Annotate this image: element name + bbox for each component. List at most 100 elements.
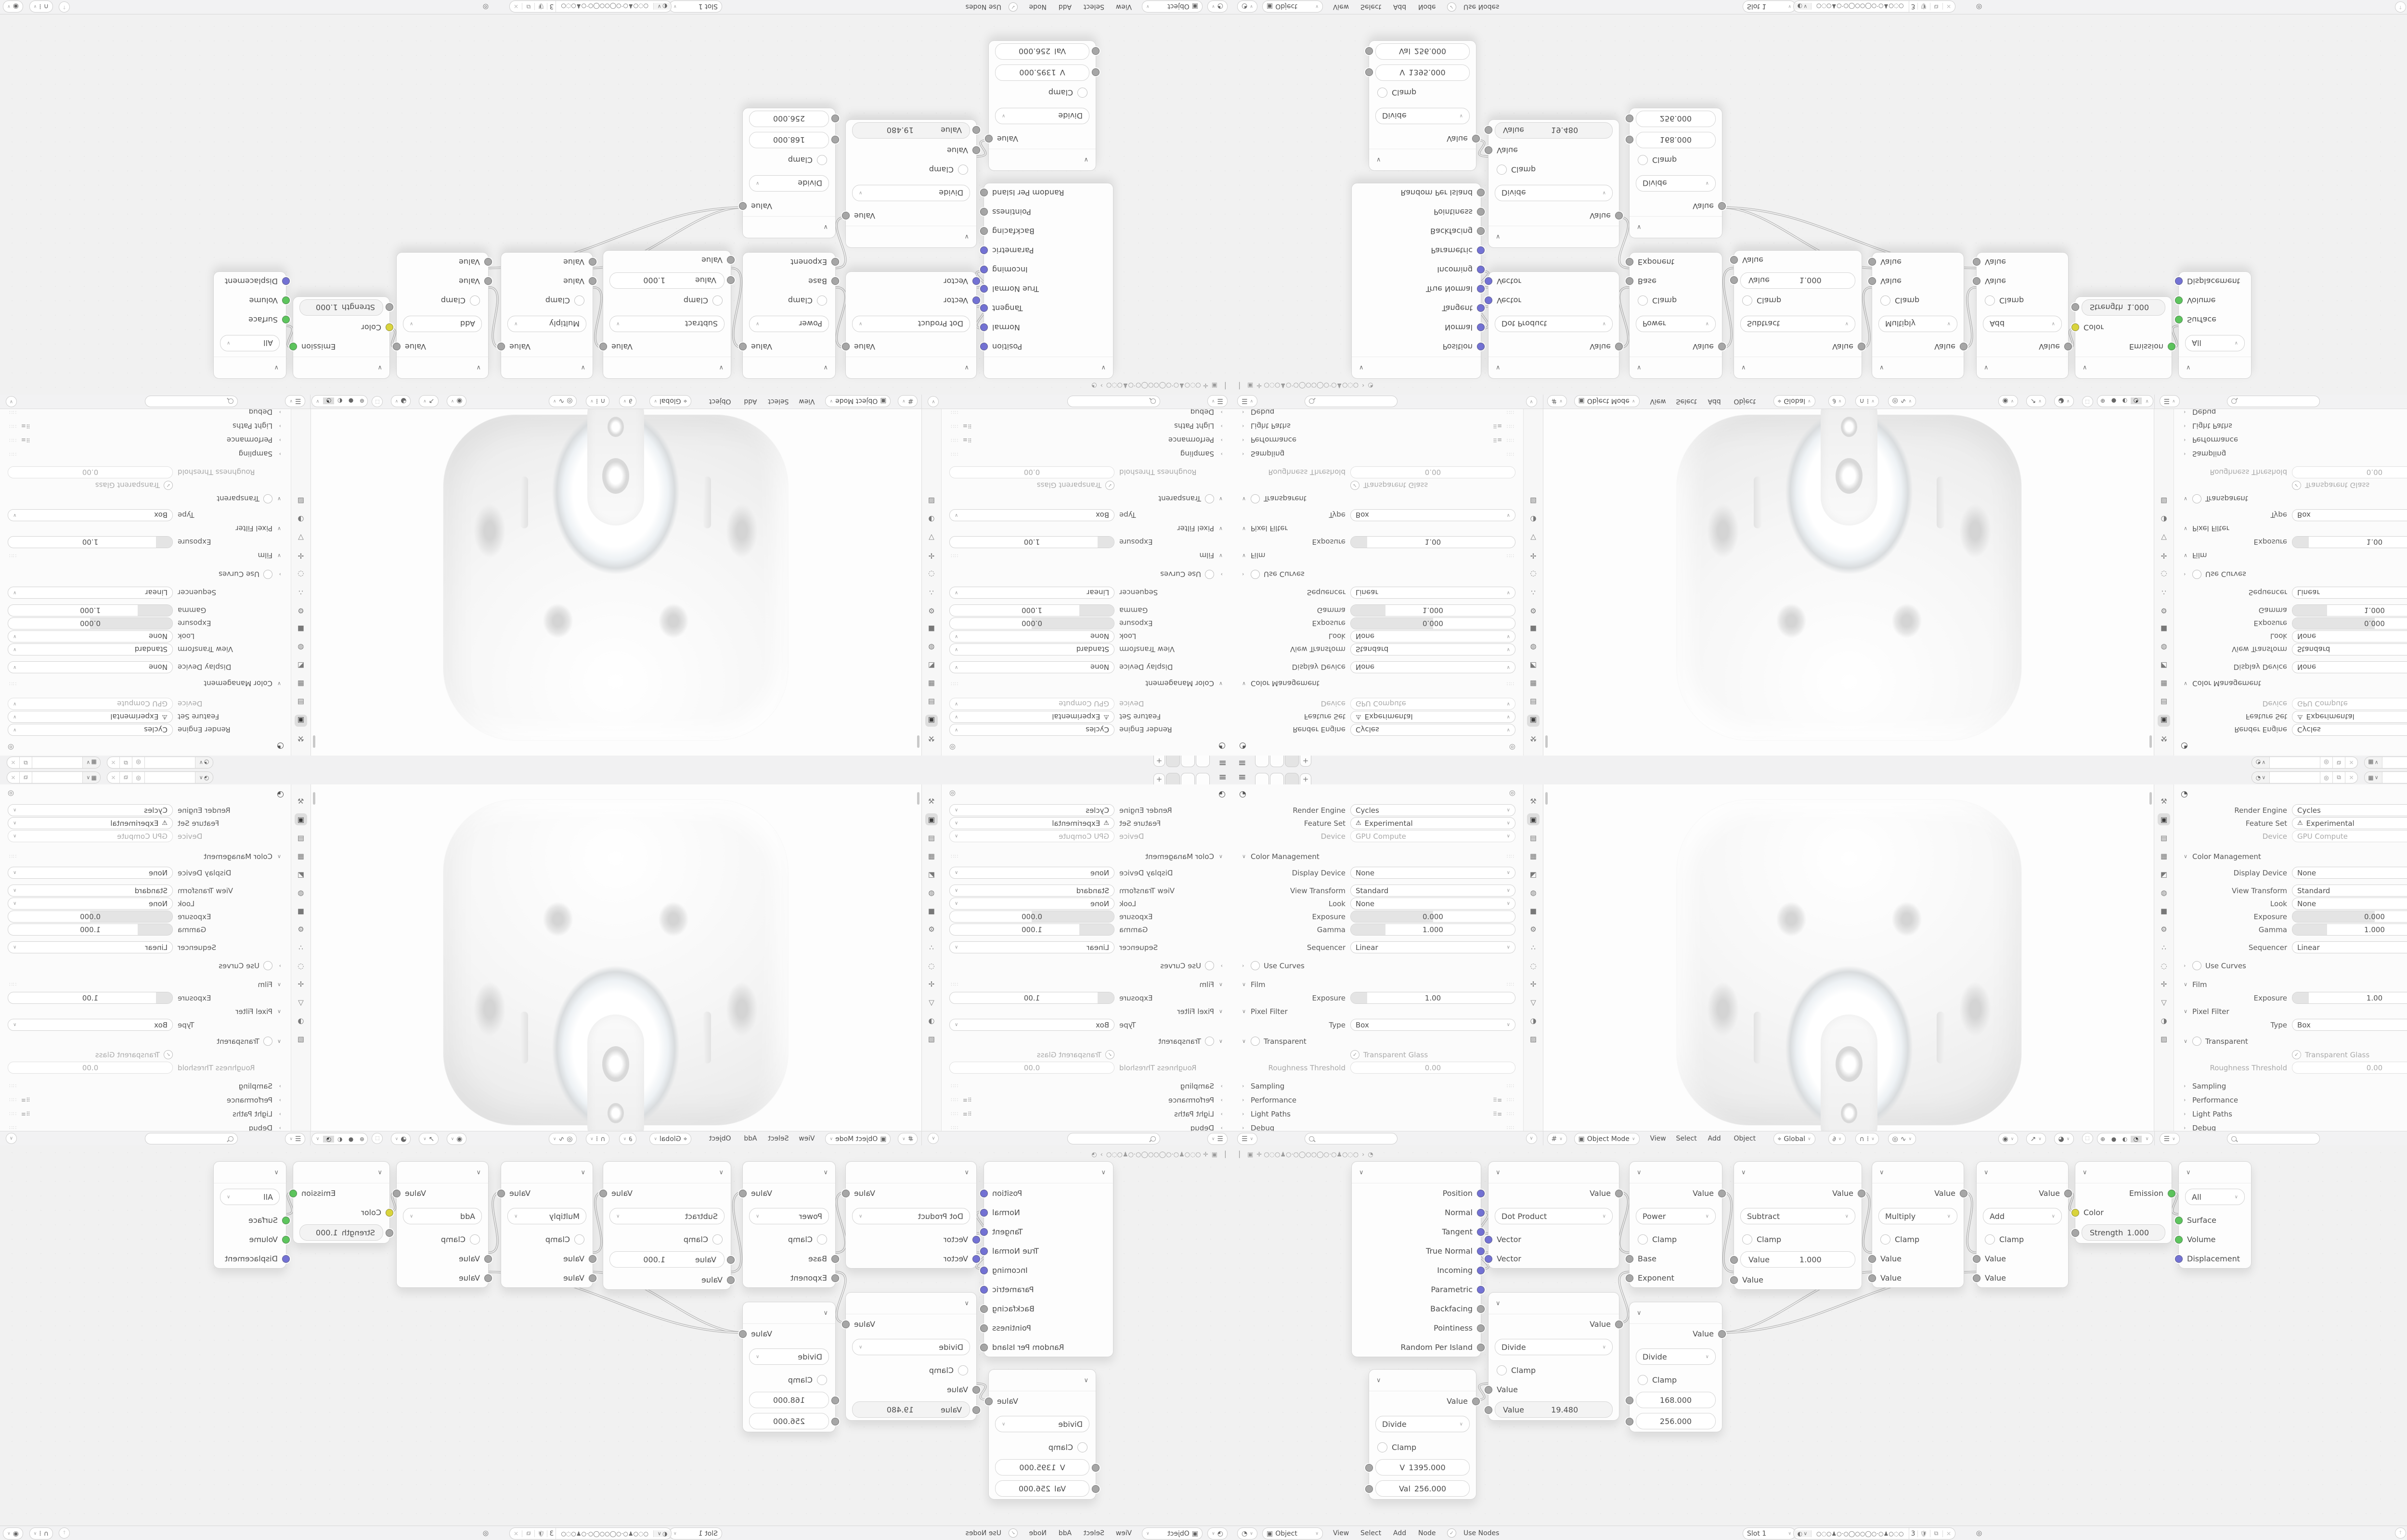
tab-texture[interactable]: ▨ [2160, 497, 2168, 506]
gamma-slider[interactable]: 1.000 [1350, 924, 1515, 936]
section-color-management[interactable]: ∨Color Management∷∷ [1242, 679, 1514, 688]
section-sampling[interactable]: ›Sampling∷∷ [1242, 1081, 1514, 1091]
transform-orientation-select[interactable]: ⌖ Global ∨ [1773, 395, 1815, 407]
tab-scene[interactable]: ◩ [1529, 661, 1537, 670]
scene-name-field[interactable] [2270, 757, 2320, 768]
socket-surface[interactable] [2175, 1217, 2183, 1224]
tab-view-layer[interactable]: ▦ [2160, 680, 2168, 689]
shading-material[interactable]: ◐ [2122, 398, 2128, 405]
operation-select[interactable]: Divide ∨ [1636, 175, 1716, 192]
close-icon[interactable]: ✕ [107, 772, 120, 783]
node-math-divide[interactable]: ∨ Value Divide ∨ Clamp 168.000 256.000 [1626, 1302, 1726, 1432]
roughness-threshold-field[interactable]: 0.00 [1350, 466, 1515, 478]
socket-value-out[interactable] [2064, 1190, 2072, 1197]
clamp-checkbox[interactable] [1377, 88, 1387, 98]
socket-value-in[interactable] [484, 258, 492, 266]
tab-modifiers[interactable]: ⚙ [2161, 924, 2167, 934]
editor-type-button[interactable]: ☰ ∨ [1237, 395, 1258, 407]
preset-list-icon[interactable]: ⠿≡ [963, 1096, 972, 1104]
editor-type-button[interactable]: # ∨ [1547, 1133, 1567, 1145]
view-layer-selector[interactable]: ▦∨ ⧉ ✕ [7, 757, 101, 769]
render-engine-select[interactable]: Cycles∨ [8, 724, 173, 736]
transparent-glass-checkbox[interactable]: ✓ [2292, 481, 2301, 490]
section-film[interactable]: ∨Film∷∷ [9, 551, 281, 560]
select-tool-button[interactable]: ◉ ∨ [1998, 395, 2019, 407]
socket-vector-in[interactable] [1485, 296, 1492, 304]
tab-output[interactable]: ▤ [297, 698, 305, 707]
target-select[interactable]: All ∨ [2185, 335, 2245, 351]
tab-scene[interactable]: ◩ [2160, 870, 2168, 879]
section-film[interactable]: ∨Film∷∷ [2184, 551, 2207, 560]
editor-type-button[interactable]: ☰ ∨ [285, 1133, 306, 1145]
section-use-curves[interactable]: › Use Curves [1160, 961, 1223, 970]
device-select[interactable]: GPU Compute∨ [8, 698, 173, 710]
node-math-divide[interactable]: ∨ Value Divide ∨ Clamp V 1395.000 Val 256.0… [985, 40, 1100, 171]
node-collapse[interactable]: ∨ [1488, 1162, 1619, 1183]
socket-normal[interactable] [1477, 323, 1485, 331]
scene-name-field[interactable] [145, 757, 195, 768]
socket-backfacing[interactable] [1477, 1305, 1485, 1313]
section-use-curves[interactable]: › Use Curves [1242, 961, 1305, 970]
tab-object[interactable]: ■ [928, 625, 935, 634]
tab-scene[interactable]: ◩ [2160, 661, 2168, 670]
socket-strength-in[interactable] [386, 303, 393, 311]
viewport-object[interactable] [443, 800, 788, 1131]
tab-render[interactable]: ▣ [2158, 813, 2170, 825]
scene-selector[interactable]: ◔ ∨ ◎ ⧉ ✕ [2252, 757, 2358, 769]
clamp-checkbox[interactable] [712, 1234, 723, 1245]
tab-texture[interactable]: ▨ [1529, 1034, 1537, 1043]
tab-material[interactable]: ◑ [2161, 515, 2167, 524]
viewport-3d[interactable] [1543, 784, 2154, 1131]
fake-user-shield-icon[interactable]: 🛡 [1917, 3, 1930, 10]
tab-object-data[interactable]: ▽ [2161, 998, 2167, 1007]
socket-surface[interactable] [282, 1217, 290, 1224]
fake-user-shield-icon[interactable]: 🛡 [535, 3, 548, 10]
shading-wireframe[interactable]: ⊕ [359, 1135, 365, 1142]
tab-object[interactable]: ■ [2160, 625, 2168, 634]
copy-icon[interactable]: ⧉ [120, 757, 132, 768]
tab-constraints[interactable]: ✢ [298, 552, 304, 561]
socket-value-out[interactable] [739, 1330, 747, 1338]
operation-select[interactable]: Multiply ∨ [507, 316, 586, 332]
scrollbar[interactable] [1545, 792, 1548, 805]
close-icon[interactable]: ✕ [2345, 757, 2357, 768]
view-layer-name-field[interactable] [2382, 772, 2407, 783]
tab-modifiers[interactable]: ⚙ [2161, 606, 2167, 616]
socket-value-in[interactable] [1092, 1485, 1100, 1493]
shading-rendered[interactable]: ◔ [2130, 1135, 2142, 1142]
menu-add[interactable]: Add [1058, 3, 1072, 11]
node-collapse[interactable]: ∨ [1352, 1162, 1481, 1183]
snapping-button[interactable]: ∩ ⁞ ∨ [1855, 1133, 1879, 1145]
roughness-threshold-field[interactable]: 0.00 [949, 466, 1114, 478]
node-material-output[interactable]: ∨ All ∨ Surface Volume Displacement [2175, 1161, 2252, 1269]
material-users-count[interactable]: 3 [547, 1528, 556, 1539]
copy-icon[interactable]: ⧉ [522, 1530, 535, 1537]
render-engine-select[interactable]: Cycles∨ [8, 804, 173, 816]
node-math-add[interactable]: ∨ Value Add ∨ Clamp Value Value [393, 252, 492, 379]
copy-icon[interactable]: ⧉ [2332, 757, 2345, 768]
display-device-select[interactable]: None∨ [1350, 867, 1515, 879]
sequencer-select[interactable]: Linear∨ [2292, 587, 2407, 599]
socket-incoming[interactable] [1477, 1267, 1485, 1274]
value-field[interactable]: 168.000 [749, 1392, 829, 1408]
use-curves-checkbox[interactable] [1251, 961, 1260, 970]
value-field[interactable]: Val 256.000 [1375, 1480, 1470, 1497]
socket-base[interactable] [1626, 277, 1633, 285]
node-collapse[interactable]: ∨ [501, 357, 593, 378]
proportional-editing-button[interactable]: ◎ ∿ ∨ [548, 395, 577, 407]
pin-icon[interactable]: ◎ [8, 788, 14, 797]
menu-add[interactable]: Add [744, 1134, 757, 1142]
tab-render[interactable]: ▣ [1527, 813, 1540, 825]
tab-tool[interactable]: ⚒ [1530, 734, 1537, 744]
scene-name-field[interactable] [2270, 772, 2320, 783]
exposure-slider[interactable]: 0.000 [1350, 617, 1515, 629]
socket-value-in[interactable] [589, 277, 596, 285]
socket-value-in[interactable] [484, 277, 492, 285]
socket-displacement[interactable] [2175, 277, 2183, 285]
display-device-select[interactable]: None∨ [1350, 661, 1515, 673]
section-transparent[interactable]: ∨ Transparent [1242, 494, 1307, 503]
display-device-select[interactable]: None∨ [2292, 661, 2407, 673]
feature-set-select[interactable]: ⚠Experimental∨ [1350, 711, 1515, 723]
socket-value-out[interactable] [739, 1190, 747, 1197]
tab-physics[interactable]: ◌ [1530, 570, 1537, 579]
